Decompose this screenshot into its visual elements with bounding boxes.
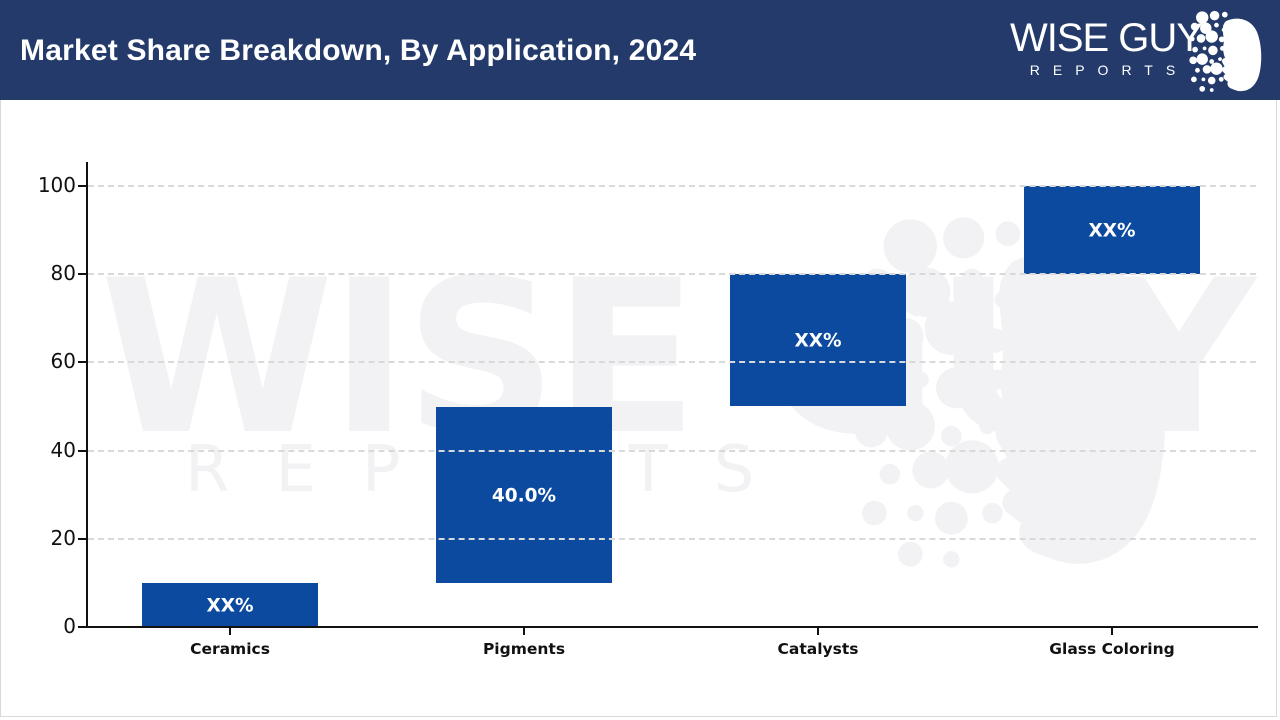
brand-logo-text: WISE GUY REPORTS: [1009, 16, 1203, 78]
y-tick-label: 100: [37, 173, 76, 197]
gridline: [88, 537, 1256, 540]
bar: [142, 582, 318, 627]
x-axis-line: [86, 626, 1258, 628]
y-tick-label: 80: [50, 261, 76, 286]
face-profile-logo-icon: [1189, 10, 1262, 92]
brand-name: WISE GUY: [1009, 16, 1203, 60]
watermark-face-profile-icon: [854, 217, 1166, 568]
y-tick-label: 60: [50, 349, 76, 374]
gridline: [88, 449, 1256, 452]
x-axis-tick: [817, 627, 819, 635]
y-axis-tick: [78, 361, 88, 364]
y-axis-tick: [78, 273, 88, 276]
header-bar: Market Share Breakdown, By Application, …: [0, 0, 1280, 100]
x-axis-tick: [1111, 627, 1113, 635]
bar-value-label: 40.0%: [491, 485, 557, 507]
x-category-label: Glass Coloring: [1049, 640, 1175, 658]
bar-value-label: XX%: [206, 595, 254, 617]
bar: [1024, 186, 1200, 275]
x-category-label: Ceramics: [190, 640, 270, 658]
chart-title: Market Share Breakdown, By Application, …: [20, 34, 697, 67]
gridline: [88, 273, 1256, 276]
y-tick-label: 0: [63, 614, 76, 638]
y-axis-tick: [78, 185, 88, 187]
bar: [730, 274, 906, 407]
bar-value-label: XX%: [794, 330, 842, 352]
x-category-label: Catalysts: [777, 640, 859, 658]
gridline: [88, 361, 1256, 364]
y-axis-tick: [78, 626, 88, 628]
brand-logo: WISE GUY REPORTS: [1009, 6, 1272, 94]
y-axis-tick: [78, 537, 88, 540]
chart-frame-border: [0, 100, 1277, 717]
x-axis-tick: [523, 627, 525, 635]
bar-value-label: XX%: [1088, 220, 1136, 242]
y-tick-label: 40: [50, 437, 76, 462]
y-tick-label: 20: [50, 525, 76, 550]
y-axis-tick: [78, 449, 88, 452]
bar: [436, 406, 612, 583]
gridline: [88, 185, 1256, 187]
x-axis-tick: [229, 627, 231, 635]
x-category-label: Pigments: [482, 640, 566, 658]
brand-subtitle: REPORTS: [1029, 62, 1189, 78]
y-axis-line: [86, 162, 88, 628]
